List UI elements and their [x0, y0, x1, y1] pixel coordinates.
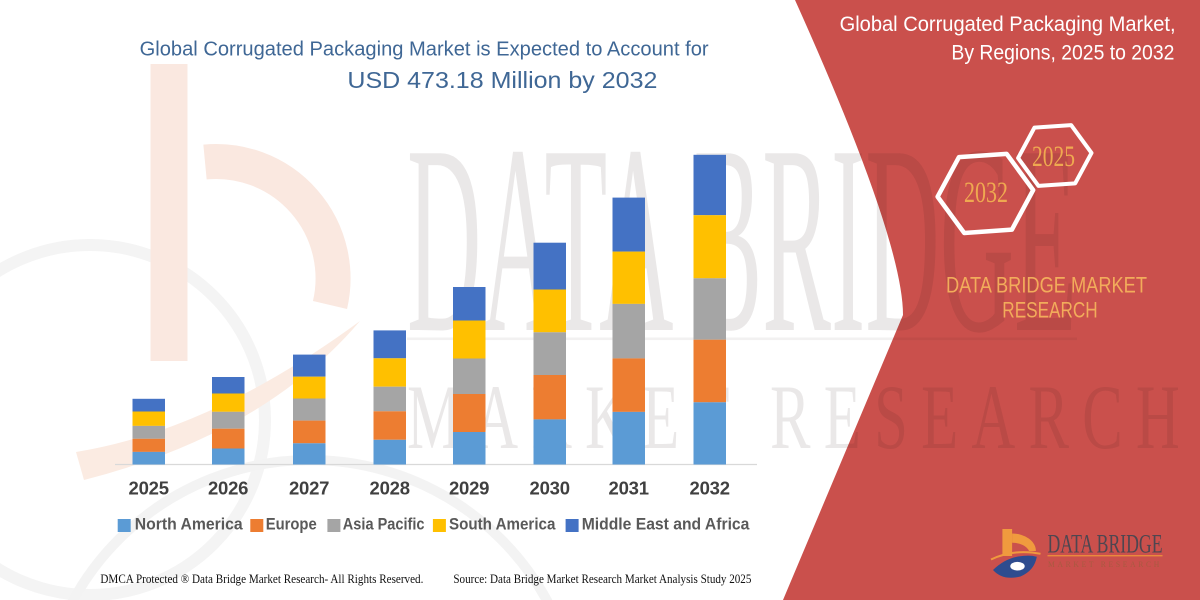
svg-text:DATA BRIDGE: DATA BRIDGE	[407, 90, 1077, 389]
svg-text:2027: 2027	[289, 478, 330, 499]
svg-text:Global Corrugated Packaging Ma: Global Corrugated Packaging Market is Ex…	[140, 39, 709, 61]
svg-text:MARKET RESEARCH: MARKET RESEARCH	[1048, 559, 1162, 569]
svg-text:Asia Pacific: Asia Pacific	[343, 515, 425, 534]
svg-text:2032: 2032	[690, 478, 731, 499]
svg-text:South America: South America	[449, 515, 556, 534]
svg-text:North America: North America	[135, 515, 244, 534]
svg-text:By Regions, 2025 to 2032: By Regions, 2025 to 2032	[951, 42, 1174, 65]
svg-text:2030: 2030	[530, 478, 571, 499]
svg-text:Europe: Europe	[266, 515, 317, 534]
svg-text:Source: Data Bridge Market Res: Source: Data Bridge Market Research Mark…	[453, 572, 751, 586]
svg-text:2025: 2025	[1032, 140, 1075, 173]
svg-text:USD 473.18 Million by 2032: USD 473.18 Million by 2032	[347, 67, 657, 93]
svg-text:2032: 2032	[964, 176, 1008, 209]
svg-text:Global Corrugated Packaging Ma: Global Corrugated Packaging Market,	[840, 13, 1176, 36]
svg-text:Middle East and Africa: Middle East and Africa	[582, 515, 750, 534]
svg-text:DATA BRIDGE: DATA BRIDGE	[1048, 530, 1163, 559]
svg-text:2025: 2025	[129, 478, 170, 499]
svg-text:MARKET RESEARCH: MARKET RESEARCH	[407, 366, 1193, 468]
svg-text:DATA BRIDGE MARKET: DATA BRIDGE MARKET	[946, 273, 1147, 298]
svg-text:DMCA Protected ® Data Bridge M: DMCA Protected ® Data Bridge Market Rese…	[100, 572, 423, 586]
svg-text:2026: 2026	[208, 478, 249, 499]
svg-text:RESEARCH: RESEARCH	[1002, 298, 1097, 323]
svg-text:2031: 2031	[609, 478, 650, 499]
svg-text:2028: 2028	[370, 478, 411, 499]
svg-text:2029: 2029	[449, 478, 490, 499]
